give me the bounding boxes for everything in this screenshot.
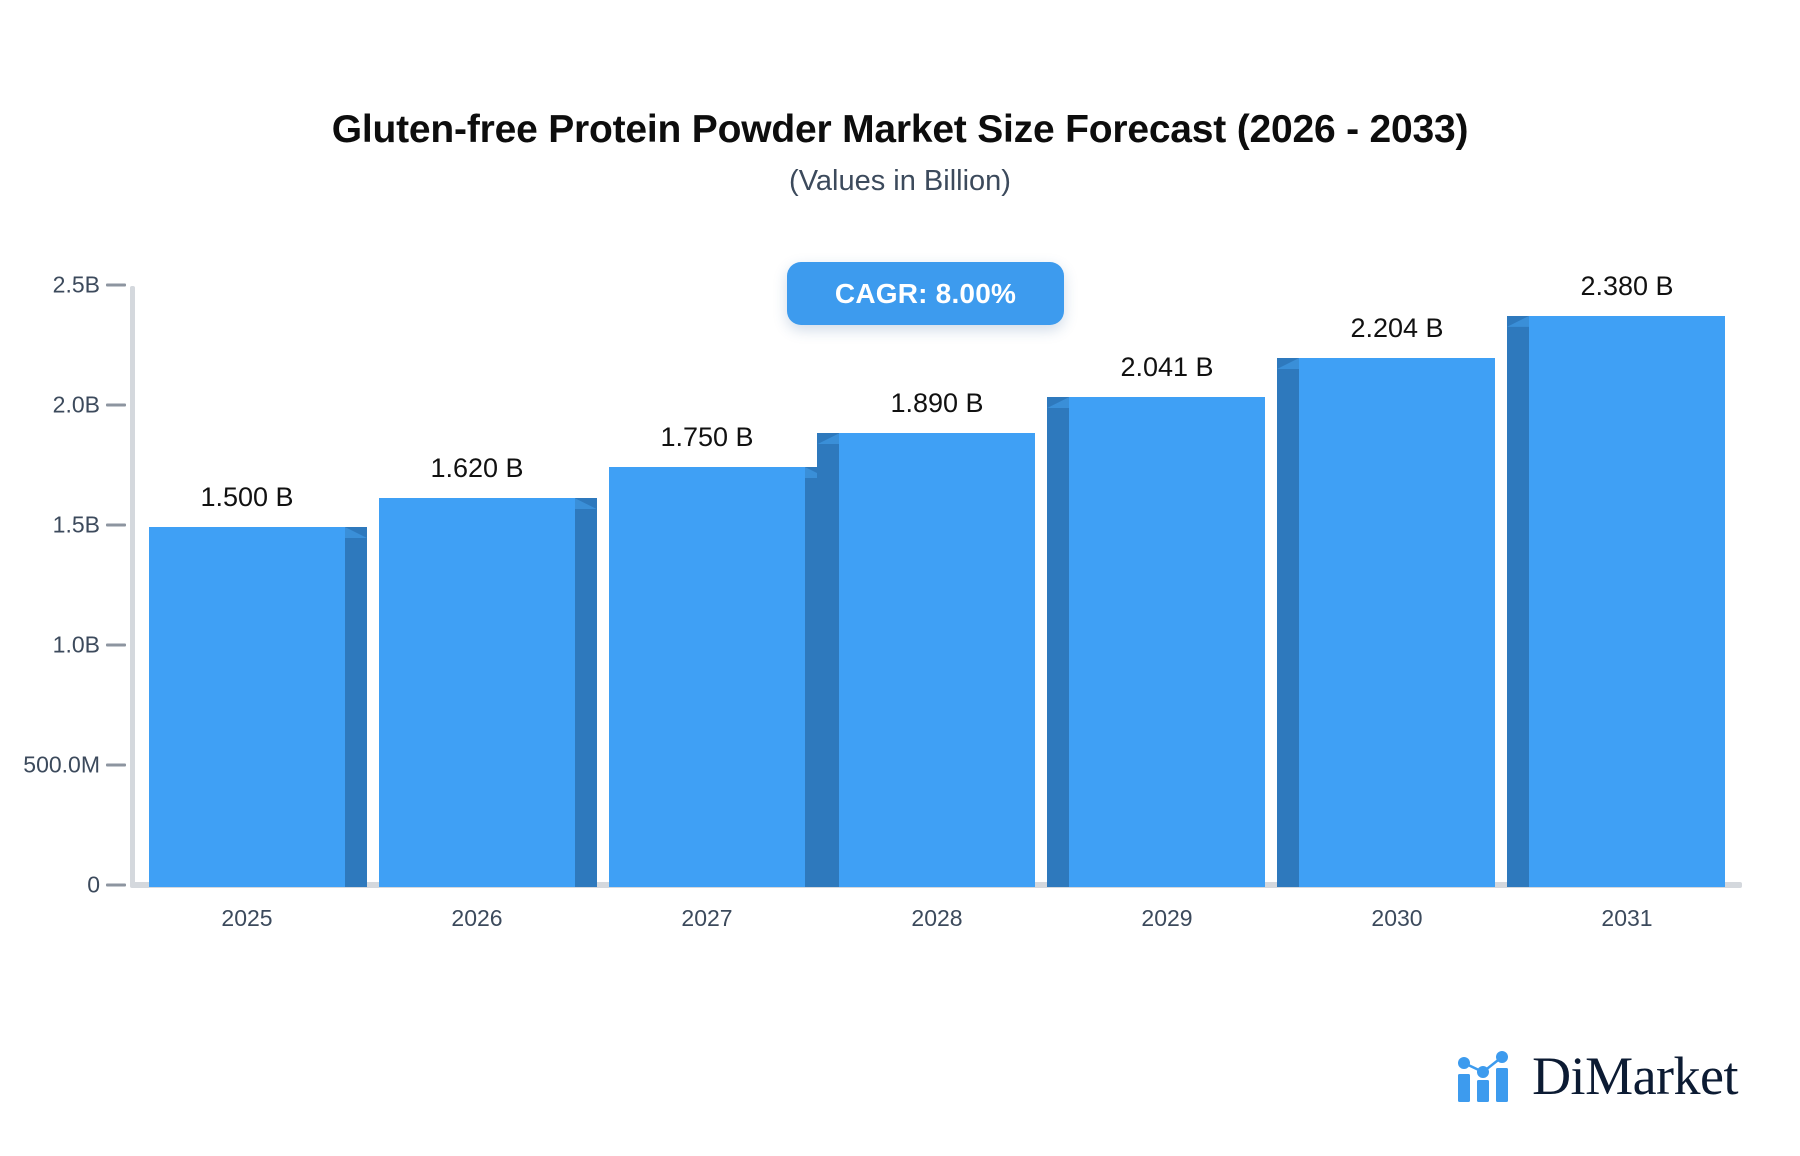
plot-area: 1.500 B 1.620 B 1.750 B 1.890 B 2.041 B 2.204…: [132, 271, 1742, 887]
y-axis-tick-label: 2.0B: [52, 391, 100, 418]
y-axis-tick-label: 1.0B: [52, 631, 100, 658]
chart-title: Gluten-free Protein Powder Market Size F…: [331, 108, 1469, 151]
bar-top-bevel: [1277, 358, 1299, 370]
bar-side-face: [1047, 397, 1069, 887]
y-axis-tick-mark: [106, 763, 126, 767]
bar: 1.500 B: [149, 482, 367, 887]
bar: 2.380 B: [1507, 271, 1725, 887]
y-axis-tick-label: 500.0M: [23, 751, 100, 778]
y-axis-tick-label: 1.5B: [52, 511, 100, 538]
bar: 2.041 B: [1047, 352, 1265, 887]
bar: 1.620 B: [379, 453, 597, 887]
bar-value-label: 1.620 B: [430, 453, 524, 484]
bar: 2.204 B: [1277, 313, 1495, 887]
bar-top-bevel: [1507, 315, 1529, 327]
x-axis-tick-label: 2026: [451, 905, 503, 931]
bar: 1.750 B: [609, 422, 827, 887]
dimarket-logo-text: DiMarket: [1532, 1046, 1738, 1106]
y-axis-tick-group: 0 500.0M 1.0B 1.5B 2.0B 2.5B: [0, 0, 126, 1156]
y-axis-tick-mark: [106, 883, 126, 887]
x-axis-tick-label: 2028: [911, 905, 963, 931]
y-axis-line: [130, 286, 135, 886]
bar-value-label: 2.204 B: [1350, 313, 1444, 344]
bar-side-face: [1507, 315, 1529, 887]
bar-side-face: [345, 527, 367, 887]
y-axis-tick-mark: [106, 283, 126, 287]
bar-value-label: 1.890 B: [890, 388, 984, 419]
x-axis-tick-label: 2029: [1141, 905, 1193, 931]
bar-value-label: 2.041 B: [1120, 352, 1214, 383]
chart-subtitle: (Values in Billion): [789, 165, 1011, 197]
bar-top-bevel: [805, 467, 827, 478]
bar-top-bevel: [1047, 397, 1069, 409]
y-axis-tick-mark: [106, 523, 126, 527]
bar-value-label: 1.750 B: [660, 422, 754, 452]
bar-top-bevel: [575, 498, 597, 510]
bar-chart-dots-icon: [1458, 1051, 1509, 1102]
cagr-badge-label: CAGR: 8.00%: [834, 277, 1017, 309]
cagr-badge: CAGR: 8.00%: [787, 262, 1064, 325]
bar-side-face: [1277, 358, 1299, 887]
bar-side-face: [817, 433, 839, 887]
dimarket-logo: DiMarket: [1456, 1048, 1738, 1104]
bar: 1.890 B: [817, 388, 1035, 887]
x-axis-tick-label: 2027: [681, 905, 733, 931]
y-axis-tick-label: 0: [87, 871, 100, 898]
x-axis-tick-label: 2031: [1601, 905, 1653, 931]
bar-value-label: 2.380 B: [1580, 270, 1674, 301]
bar-value-label: 1.500 B: [200, 482, 294, 512]
bar-side-face: [575, 498, 597, 887]
bar-top-bevel: [345, 527, 367, 538]
bar-top-bevel: [817, 433, 839, 445]
x-axis-tick-label: 2025: [221, 905, 273, 931]
x-axis-tick-label: 2030: [1371, 905, 1423, 931]
y-axis-tick-label: 2.5B: [52, 271, 100, 298]
y-axis-tick-mark: [106, 403, 126, 407]
y-axis-tick-mark: [106, 643, 126, 647]
